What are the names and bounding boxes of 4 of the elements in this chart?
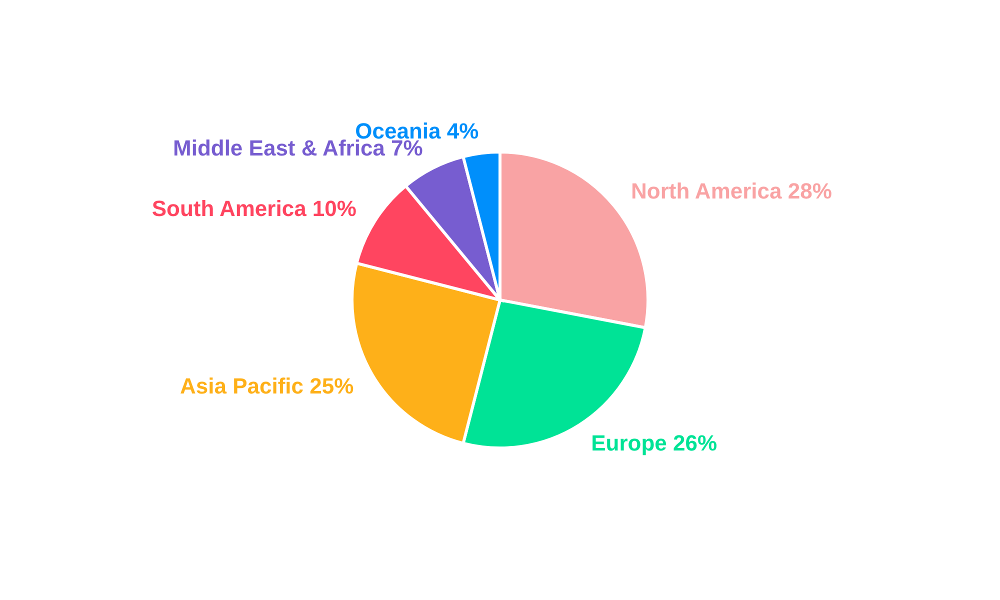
slice-label: Asia Pacific 25% — [180, 374, 354, 399]
slice-label: South America 10% — [152, 196, 356, 221]
slice-label: North America 28% — [630, 178, 832, 204]
slice-label: Europe 26% — [591, 430, 718, 456]
